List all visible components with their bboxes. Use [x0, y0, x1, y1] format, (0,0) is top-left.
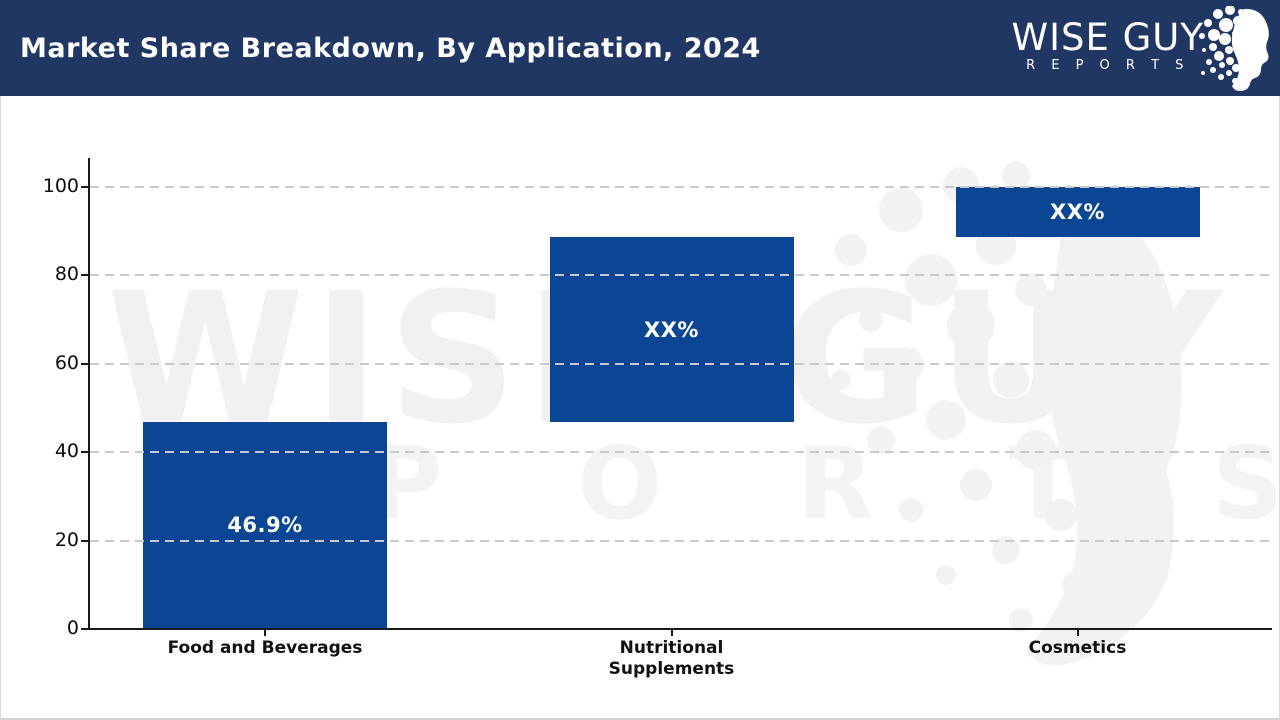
y-axis-tick	[81, 186, 89, 188]
brand-logo-text: WISE GUY R E P O R T S	[1012, 18, 1204, 74]
gridline	[90, 274, 1271, 277]
bar-value-label: XX%	[1050, 200, 1105, 225]
x-category-label: Cosmetics	[1028, 638, 1127, 658]
y-tick-label: 40	[54, 440, 79, 463]
x-category-label: Nutritional Supplements	[608, 638, 735, 679]
bar-segment: XX%	[549, 237, 794, 422]
x-category-label: Food and Beverages	[167, 638, 363, 658]
header-bar: Market Share Breakdown, By Application, …	[0, 0, 1280, 96]
gridline	[90, 539, 1271, 542]
brand-subtitle: R E P O R T S	[1026, 58, 1190, 73]
y-tick-label: 0	[66, 617, 79, 639]
y-axis-tick	[81, 628, 89, 630]
y-tick-label: 20	[54, 528, 79, 551]
bar-value-label: XX%	[644, 317, 699, 342]
gridline	[90, 362, 1271, 365]
x-axis-tick	[264, 630, 266, 636]
x-axis-spine	[88, 628, 1272, 630]
y-axis-tick	[81, 539, 89, 542]
dotted-head-icon	[1199, 6, 1269, 91]
brand-logo: WISE GUY R E P O R T S	[1012, 4, 1274, 92]
x-axis-tick	[670, 630, 673, 636]
watermark-head-icon	[831, 161, 1182, 666]
chart-plot-area: 46.9% XX% XX% 0 20 40 60 80 100 Food and Beverage…	[1, 96, 1280, 720]
y-axis-tick	[81, 362, 89, 365]
y-tick-label: 100	[42, 175, 79, 197]
y-axis-tick	[81, 274, 89, 277]
y-tick-label: 60	[54, 351, 79, 374]
gridline	[90, 186, 1271, 188]
y-axis-tick	[81, 451, 89, 454]
gridline	[90, 451, 1271, 454]
bar-value-label: 46.9%	[227, 513, 303, 538]
page-title: Market Share Breakdown, By Application, …	[20, 32, 761, 64]
y-axis-spine	[88, 158, 90, 630]
x-axis-tick	[1076, 630, 1079, 636]
bar-segment: XX%	[955, 187, 1200, 238]
bar-segment: 46.9%	[143, 421, 387, 629]
y-tick-label: 80	[54, 263, 79, 286]
brand-name: WISE GUY	[1011, 16, 1204, 59]
